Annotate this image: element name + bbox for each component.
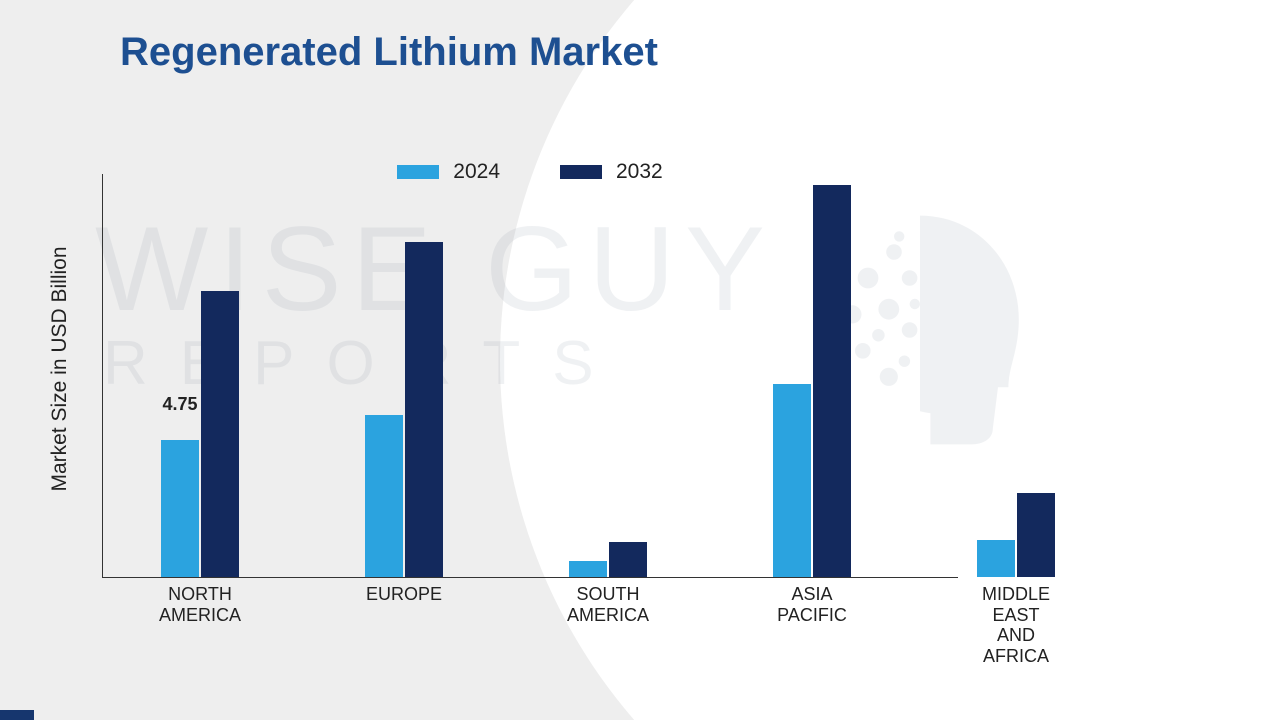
bar (977, 540, 1015, 578)
bar-value-label: 4.75 (162, 394, 197, 415)
bottom-stripe (0, 710, 34, 720)
bar (609, 542, 647, 577)
bar (773, 384, 811, 577)
bar (813, 185, 851, 577)
bar (365, 415, 403, 577)
y-axis-label: Market Size in USD Billion (48, 164, 78, 574)
chart: Market Size in USD Billion 20242032 4.75… (48, 174, 968, 694)
bar (201, 291, 239, 577)
logo-line-1: WISE GUY (1078, 18, 1256, 57)
bar (1017, 493, 1055, 577)
bar (569, 561, 607, 577)
bar (405, 242, 443, 577)
page: WISE GUY REPORTS WISE GUY REPORTS Regene… (0, 0, 1280, 720)
chart-title-text: Regenerated Lithium Market (120, 30, 658, 74)
brand-logo: WISE GUY REPORTS (1078, 18, 1256, 70)
category-label: NORTHAMERICA (141, 584, 259, 625)
category-label: EUROPE (345, 584, 463, 605)
category-label: MIDDLEEASTANDAFRICA (957, 584, 1075, 667)
chart-title: Regenerated Lithium Market (120, 30, 658, 75)
category-label: ASIAPACIFIC (753, 584, 871, 625)
bar (161, 440, 199, 577)
category-label: SOUTHAMERICA (549, 584, 667, 625)
plot-area: 4.75NORTHAMERICAEUROPESOUTHAMERICAASIAPA… (102, 174, 958, 578)
